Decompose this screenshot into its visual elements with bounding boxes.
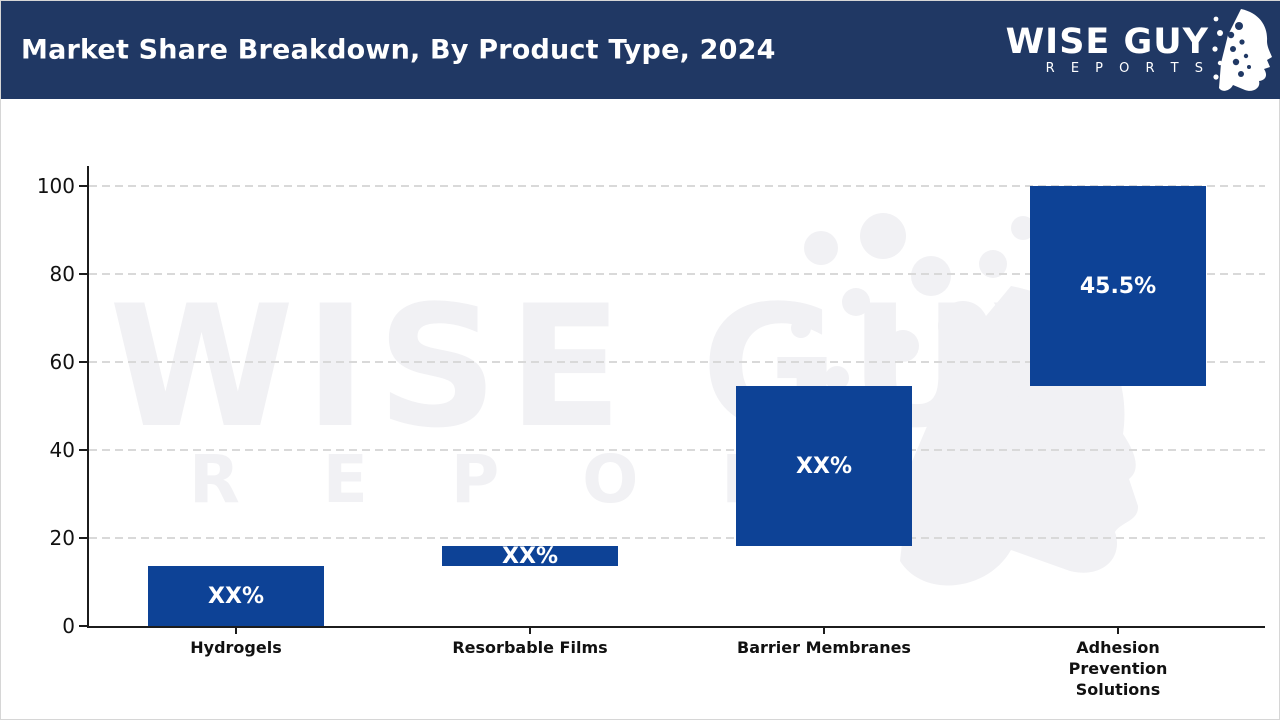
category-label-hydrogels: Hydrogels bbox=[126, 638, 346, 659]
y-tick-mark bbox=[79, 625, 87, 627]
category-label-line: Barrier Membranes bbox=[737, 638, 911, 657]
header-bar: Market Share Breakdown, By Product Type,… bbox=[1, 1, 1280, 99]
x-tick-mark bbox=[235, 628, 237, 634]
bar-value-label: XX% bbox=[796, 453, 852, 479]
x-axis-line bbox=[87, 626, 1265, 628]
x-tick-mark bbox=[823, 628, 825, 634]
bar-adhesion-prevention-solutions: 45.5% bbox=[1030, 186, 1206, 387]
bar-hydrogels: XX% bbox=[148, 566, 324, 626]
category-label-line: Solutions bbox=[1075, 679, 1161, 699]
category-label-line: Hydrogels bbox=[190, 638, 282, 657]
gridline-y80 bbox=[89, 273, 1265, 275]
bar-value-label: XX% bbox=[502, 543, 558, 569]
brand-logo: WISE GUY R E P O R T S bbox=[1006, 5, 1275, 95]
y-tick-mark bbox=[79, 449, 87, 451]
y-tick-mark bbox=[79, 273, 87, 275]
gridline-y40 bbox=[89, 449, 1265, 451]
y-tick-label: 40 bbox=[49, 438, 75, 462]
y-tick-mark bbox=[79, 185, 87, 187]
category-label-barrier-membranes: Barrier Membranes bbox=[714, 638, 934, 659]
gridline-y60 bbox=[89, 361, 1265, 363]
brand-wordmark: WISE GUY R E P O R T S bbox=[1005, 21, 1209, 77]
chart-title: Market Share Breakdown, By Product Type,… bbox=[21, 34, 776, 66]
brand-head-icon bbox=[1212, 9, 1272, 91]
category-label-line: Prevention bbox=[1068, 658, 1168, 678]
plot-area: 0 20 40 60 80 100 XX% Hydrogels XX% Resorbable Fi… bbox=[37, 166, 1265, 699]
gridline-y100 bbox=[89, 185, 1265, 187]
category-label-line: Adhesion bbox=[1076, 638, 1160, 657]
y-tick-label: 80 bbox=[49, 262, 75, 286]
bar-resorbable-films: XX% bbox=[442, 543, 618, 569]
y-tick-mark bbox=[79, 537, 87, 539]
bar-value-label: XX% bbox=[208, 583, 264, 609]
category-label-adhesion-prevention-solutions: Adhesion Prevention Solutions bbox=[1008, 638, 1228, 700]
y-tick-label: 60 bbox=[49, 350, 75, 374]
bar-value-label: 45.5% bbox=[1079, 273, 1157, 299]
brand-subtitle: R E P O R T S bbox=[1045, 61, 1209, 77]
y-tick-label: 100 bbox=[36, 174, 75, 198]
x-tick-mark bbox=[1117, 628, 1119, 634]
y-tick-mark bbox=[79, 361, 87, 363]
x-tick-mark bbox=[529, 628, 531, 634]
bar-barrier-membranes: XX% bbox=[736, 386, 912, 546]
y-tick-label: 20 bbox=[49, 526, 75, 550]
y-tick-label: 0 bbox=[62, 614, 75, 638]
category-label-line: Resorbable Films bbox=[452, 638, 608, 657]
brand-name: WISE GUY bbox=[1005, 21, 1209, 62]
category-label-resorbable-films: Resorbable Films bbox=[420, 638, 640, 659]
y-axis-line bbox=[87, 166, 89, 628]
gridline-y20 bbox=[89, 537, 1265, 539]
